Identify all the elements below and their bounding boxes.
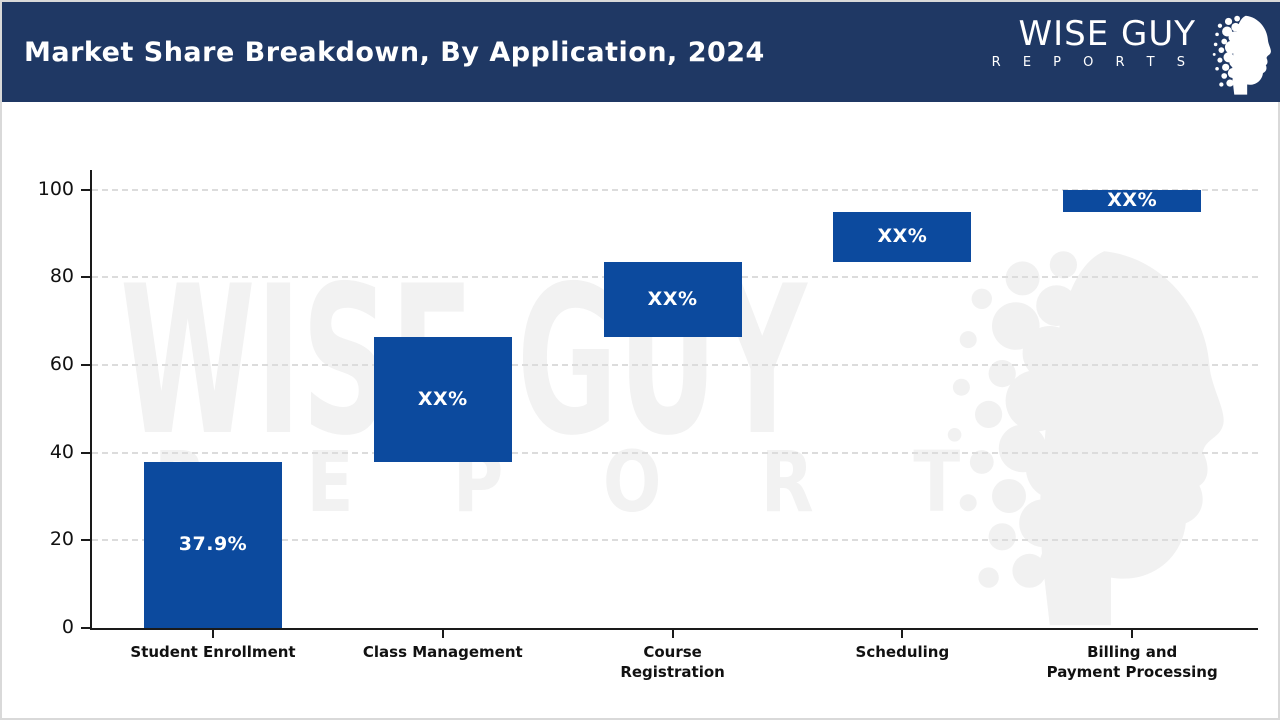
brand-logo: WISE GUY R E P O R T S bbox=[991, 14, 1196, 71]
y-axis-label-80: 80 bbox=[49, 265, 74, 288]
gridline-40 bbox=[92, 451, 1258, 454]
category-label-line: Class Management bbox=[362, 643, 523, 661]
bar-value-label: XX% bbox=[1107, 189, 1158, 212]
gridline-20 bbox=[92, 539, 1258, 542]
header-bar: Market Share Breakdown, By Application, … bbox=[2, 2, 1280, 102]
category-label-line: Billing and bbox=[1087, 643, 1178, 661]
y-tick-0 bbox=[81, 627, 90, 629]
y-axis-line bbox=[90, 170, 92, 630]
y-axis-label-20: 20 bbox=[49, 528, 74, 551]
y-axis-label-60: 60 bbox=[49, 352, 74, 375]
bar-value-label: XX% bbox=[647, 287, 698, 310]
bar-segment: XX% bbox=[1063, 189, 1202, 212]
x-axis-category-label: Scheduling bbox=[782, 642, 1022, 662]
y-axis-label-100: 100 bbox=[37, 177, 74, 200]
category-label-line: Registration bbox=[620, 663, 725, 682]
x-axis-category-label: Billing and Payment Processing bbox=[1012, 642, 1252, 683]
x-axis-category-label: Course Registration bbox=[553, 642, 793, 683]
bar-segment: XX% bbox=[603, 261, 742, 337]
y-tick-60 bbox=[81, 363, 90, 366]
brand-logo-subtext: R E P O R T S bbox=[991, 55, 1194, 71]
y-tick-20 bbox=[81, 539, 90, 542]
y-axis-label-40: 40 bbox=[49, 440, 74, 463]
y-tick-40 bbox=[81, 451, 90, 454]
x-tick bbox=[212, 630, 214, 638]
x-tick bbox=[1131, 630, 1134, 638]
y-tick-100 bbox=[81, 188, 90, 191]
x-axis-category-label: Class Management bbox=[323, 642, 563, 662]
category-label-line: Scheduling bbox=[855, 643, 950, 661]
x-axis-category-label: Student Enrollment bbox=[93, 642, 333, 662]
category-label-line: Payment Processing bbox=[1046, 663, 1218, 682]
x-tick bbox=[671, 630, 674, 638]
brand-logo-text: WISE GUY bbox=[1018, 14, 1196, 54]
brand-head-icon bbox=[1212, 15, 1271, 95]
bar-segment: 37.9% bbox=[144, 461, 282, 628]
x-tick bbox=[441, 630, 444, 638]
category-label-line: Student Enrollment bbox=[130, 643, 296, 661]
gridline-100 bbox=[92, 188, 1258, 191]
bar-value-label: XX% bbox=[417, 387, 468, 410]
category-label-line: Course bbox=[643, 643, 702, 661]
bar-value-label: 37.9% bbox=[178, 533, 248, 556]
x-axis-line bbox=[90, 628, 1258, 630]
bar-segment: XX% bbox=[373, 336, 512, 462]
y-axis-label-0: 0 bbox=[61, 616, 74, 638]
x-tick bbox=[901, 630, 904, 638]
page-title: Market Share Breakdown, By Application, … bbox=[24, 36, 765, 68]
bar-value-label: XX% bbox=[877, 225, 928, 248]
y-tick-80 bbox=[81, 276, 90, 279]
bar-segment: XX% bbox=[833, 211, 972, 262]
gridline-60 bbox=[92, 363, 1258, 366]
